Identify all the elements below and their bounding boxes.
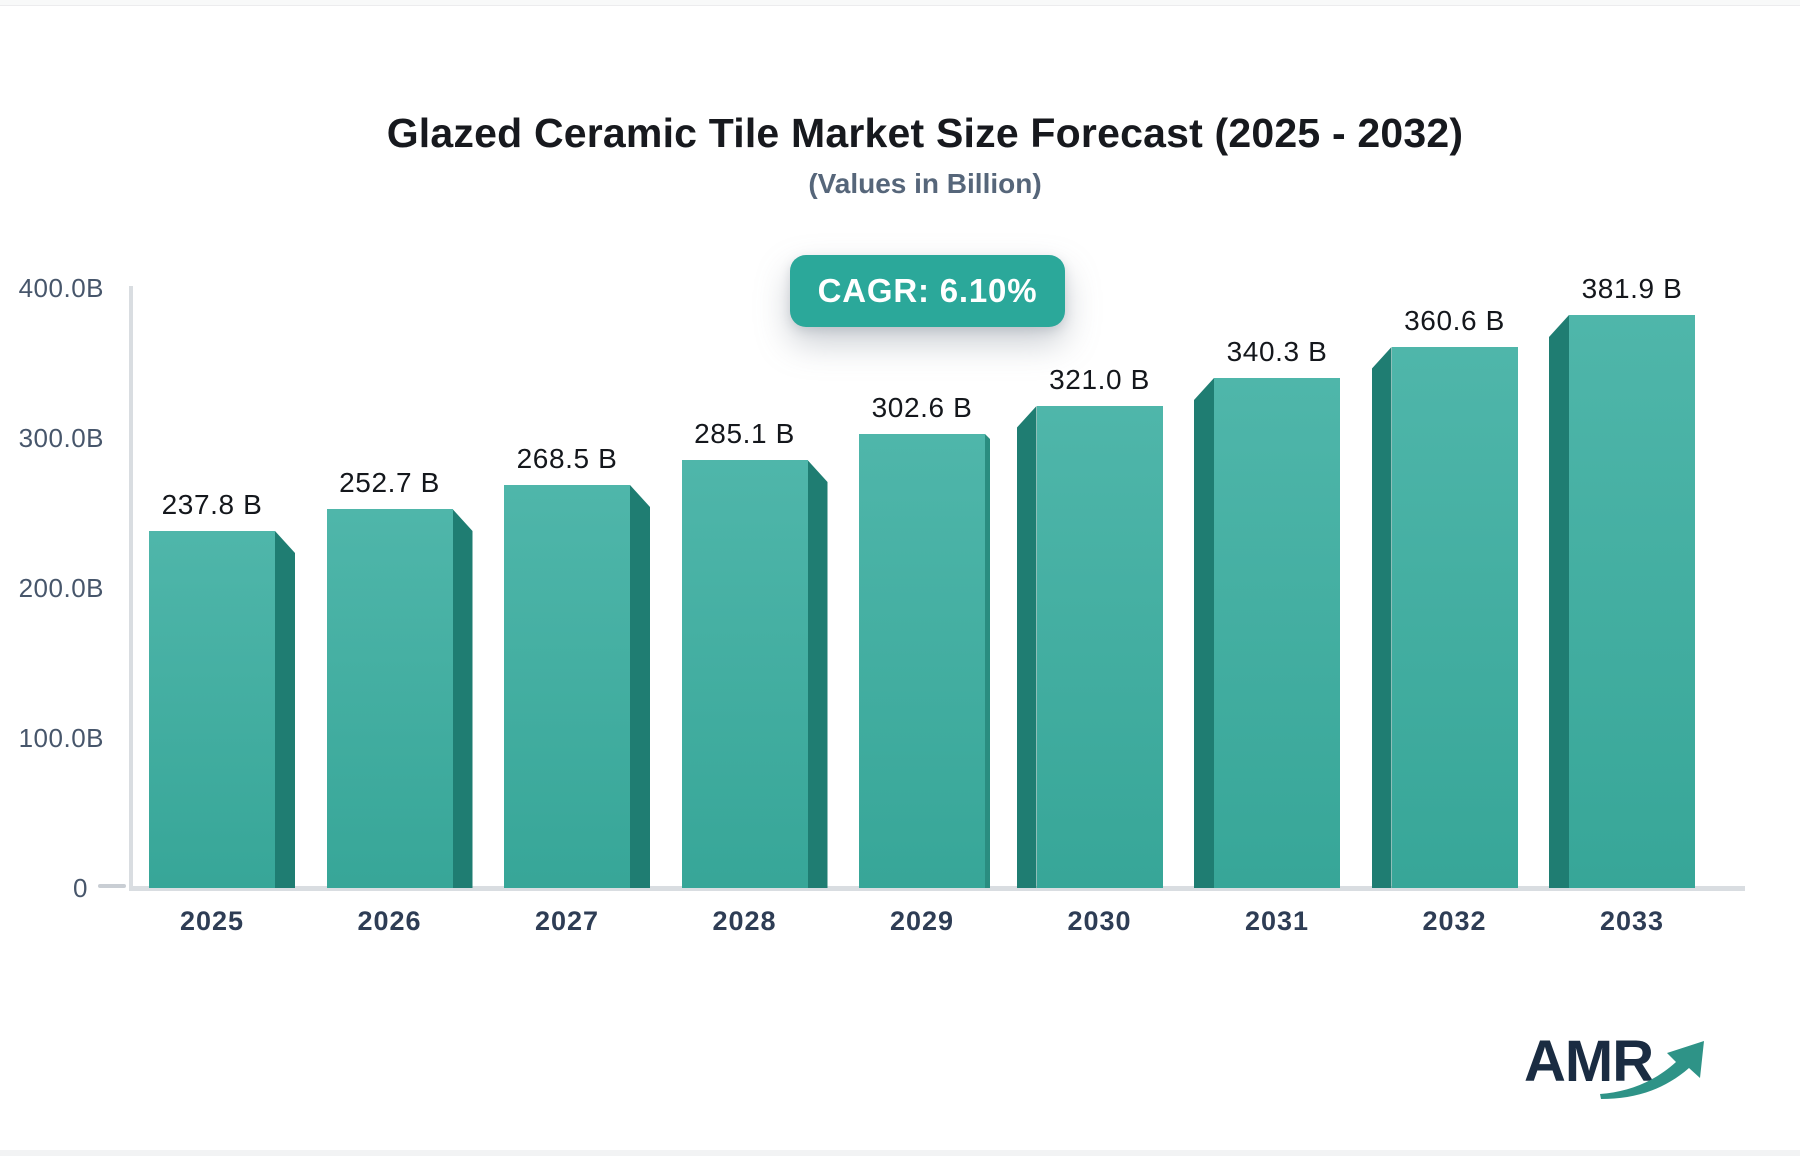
- bar-value-label: 285.1 B: [694, 418, 795, 449]
- bar-side-shade: [452, 509, 473, 888]
- y-axis-tick-label: 400.0B: [18, 273, 104, 303]
- amr-logo-text: AMR: [1524, 1029, 1654, 1094]
- bar-side-shade: [275, 531, 295, 888]
- growth-arrow-icon: [1600, 1041, 1704, 1099]
- x-axis-tick-label: 2028: [712, 906, 777, 936]
- bar[interactable]: [149, 531, 275, 888]
- x-axis-tick-label: 2025: [179, 906, 245, 936]
- bar-side-shade: [807, 460, 828, 888]
- bar-value-label: 237.8 B: [161, 489, 263, 520]
- x-axis-tick-label: 2029: [889, 906, 955, 936]
- bar[interactable]: [326, 509, 453, 888]
- cagr-badge: CAGR: 6.10%: [790, 255, 1065, 327]
- bar[interactable]: [1391, 347, 1518, 888]
- x-axis-tick-label: 2027: [534, 906, 600, 936]
- bar[interactable]: [1214, 378, 1340, 888]
- bar-value-label: 302.6 B: [871, 392, 973, 423]
- x-axis-baseline: [129, 886, 1745, 891]
- y-axis-tick-label: 300.0B: [18, 423, 104, 453]
- bar-side-shade: [985, 434, 990, 888]
- bar-side-shade: [1371, 347, 1392, 888]
- bar[interactable]: [859, 434, 985, 888]
- bar-value-label: 268.5 B: [516, 443, 618, 474]
- chart-title: Glazed Ceramic Tile Market Size Forecast…: [386, 110, 1464, 156]
- x-axis-tick-label: 2032: [1422, 906, 1487, 936]
- chart-subtitle: (Values in Billion): [808, 168, 1042, 199]
- bottom-edge-strip: [0, 1150, 1800, 1156]
- bar-side-shade: [630, 485, 650, 888]
- bar[interactable]: [504, 485, 630, 888]
- x-axis-tick-label: 2030: [1067, 906, 1132, 936]
- bar-side-shade: [1016, 406, 1037, 888]
- y-axis-line: [129, 286, 133, 890]
- bar[interactable]: [1569, 315, 1695, 888]
- bar-value-label: 381.9 B: [1581, 273, 1683, 304]
- x-axis-tick-label: 2031: [1244, 906, 1310, 936]
- bar-side-shade: [1549, 315, 1569, 888]
- y-axis-tick-label: 200.0B: [18, 573, 104, 603]
- bar[interactable]: [1036, 406, 1163, 888]
- cagr-badge-label: CAGR: 6.10%: [817, 272, 1038, 309]
- y-axis-tick-label: 100.0B: [18, 723, 104, 753]
- bar-value-label: 321.0 B: [1049, 364, 1150, 395]
- zero-tick-dash: [98, 884, 126, 888]
- bar-value-label: 360.6 B: [1404, 305, 1505, 336]
- bar[interactable]: [681, 460, 808, 888]
- y-axis-tick-label: 0: [73, 873, 88, 903]
- amr-logo: AMR: [1524, 1028, 1724, 1114]
- bar-side-shade: [1194, 378, 1214, 888]
- x-axis-tick-label: 2033: [1599, 906, 1665, 936]
- bar-value-label: 340.3 B: [1226, 336, 1328, 367]
- x-axis-tick-label: 2026: [357, 906, 422, 936]
- bar-value-label: 252.7 B: [339, 467, 440, 498]
- top-edge-strip: [0, 0, 1800, 6]
